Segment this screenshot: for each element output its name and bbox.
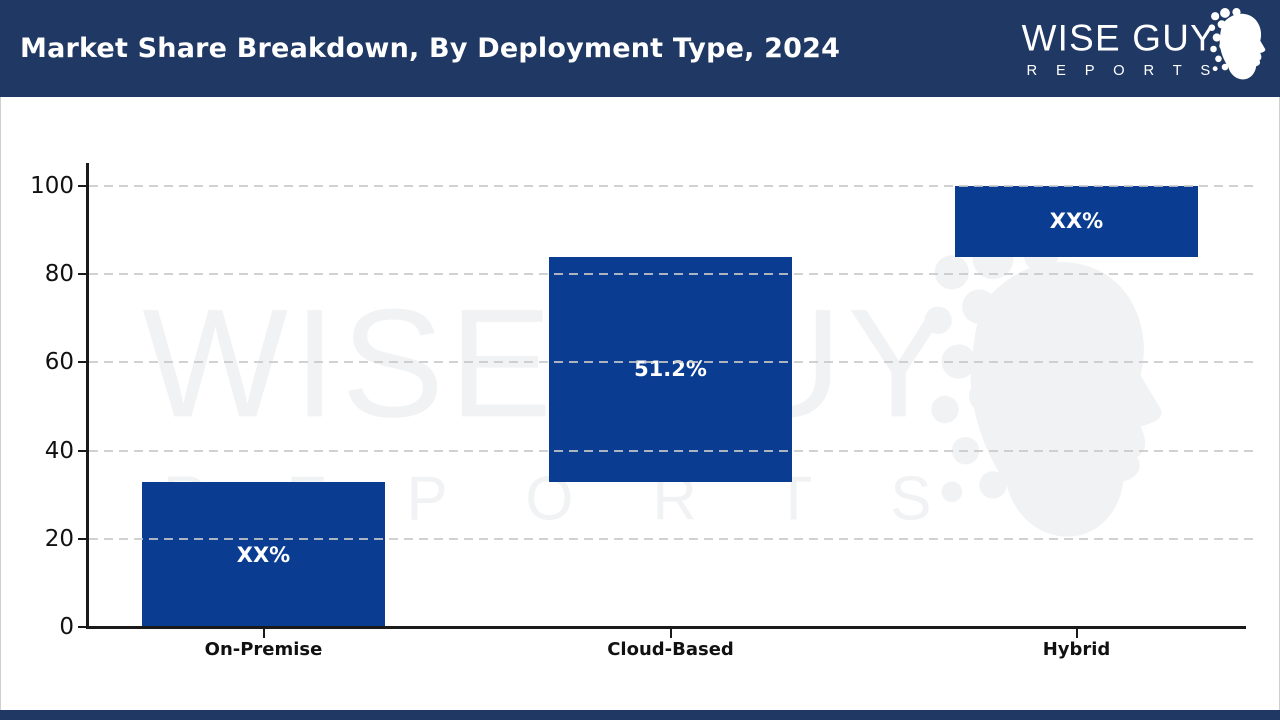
y-tick-label-0: 0	[59, 614, 74, 640]
gridline-40	[89, 449, 1253, 452]
footer-bar	[0, 710, 1280, 720]
y-tick-label-100: 100	[30, 173, 74, 199]
x-tick-on-premise	[262, 629, 265, 638]
dotted-head-profile-icon	[1208, 7, 1266, 79]
y-tick-label-80: 80	[44, 261, 74, 288]
page-title: Market Share Breakdown, By Deployment Ty…	[20, 33, 841, 64]
y-tick-60	[78, 361, 87, 364]
y-tick-label-40: 40	[44, 437, 74, 464]
wise-guy-reports-logo: WISE GUY R E P O R T S	[1022, 7, 1266, 79]
y-tick-label-20: 20	[44, 525, 74, 552]
y-tick-40	[78, 449, 87, 452]
y-tick-100	[78, 185, 87, 187]
x-axis-spine	[86, 626, 1246, 629]
y-tick-20	[78, 537, 87, 540]
y-tick-0	[78, 626, 87, 628]
logo-reports-text: R E P O R T S	[1027, 63, 1218, 79]
bar-hybrid: XX%	[955, 186, 1198, 257]
header-bar: Market Share Breakdown, By Deployment Ty…	[0, 0, 1280, 97]
y-axis-spine	[86, 163, 89, 628]
gridline-20	[89, 537, 1253, 540]
bar-value-label-hybrid: XX%	[1049, 209, 1104, 234]
logo-brand-text: WISE GUY	[1022, 17, 1216, 58]
bar-cloud-based: 51.2%	[549, 256, 792, 483]
watermark-dotted-head-icon	[924, 238, 1162, 537]
x-tick-hybrid	[1075, 629, 1078, 638]
x-axis-label-cloud-based: Cloud-Based	[607, 639, 734, 660]
x-axis-label-on-premise: On-Premise	[204, 639, 323, 660]
gridline-80	[89, 273, 1253, 276]
bar-on-premise: XX%	[142, 482, 385, 627]
gridline-100	[89, 185, 1253, 187]
gridline-60	[89, 361, 1253, 364]
bar-value-label-on-premise: XX%	[236, 542, 291, 567]
y-tick-label-60: 60	[44, 349, 74, 376]
x-axis-label-hybrid: Hybrid	[1042, 639, 1111, 660]
x-tick-cloud-based	[669, 629, 672, 638]
y-tick-80	[78, 273, 87, 276]
